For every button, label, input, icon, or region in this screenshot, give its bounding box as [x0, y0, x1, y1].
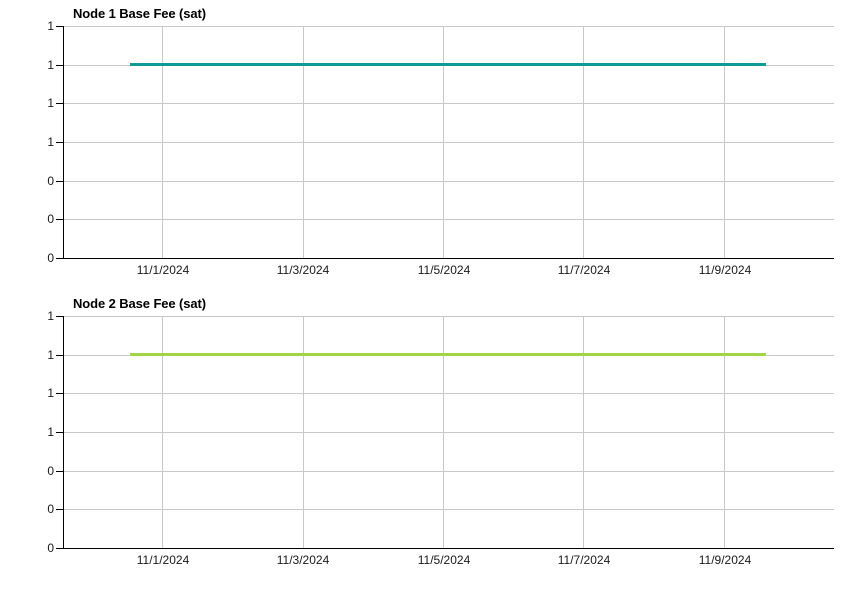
y-axis-label: 0 [47, 502, 54, 516]
y-axis-tick [56, 219, 64, 221]
gridline-vertical [724, 316, 725, 548]
x-axis-label: 11/9/2024 [698, 553, 752, 567]
gridline-vertical [162, 26, 163, 258]
y-axis-tick [56, 432, 64, 434]
y-axis-tick [56, 355, 64, 357]
y-axis-tick [56, 548, 64, 550]
chart-panel-node-2: Node 2 Base Fee (sat) 1 1 1 1 [0, 290, 860, 580]
x-axis-label: 11/1/2024 [136, 553, 190, 567]
y-axis-label: 0 [47, 464, 54, 478]
y-axis-label: 1 [47, 135, 54, 149]
plot-area-node-2 [64, 316, 834, 548]
chart-title-node-1: Node 1 Base Fee (sat) [73, 6, 207, 21]
y-axis-tick [56, 509, 64, 511]
gridline-vertical [583, 26, 584, 258]
chart-title-node-2: Node 2 Base Fee (sat) [73, 296, 207, 311]
gridline-vertical [303, 316, 304, 548]
x-axis-label: 11/7/2024 [557, 263, 611, 277]
x-axis-label: 11/5/2024 [417, 263, 471, 277]
chart-panel-node-1: Node 1 Base Fee (sat) 1 1 1 1 [0, 0, 860, 290]
y-axis-label: 1 [47, 348, 54, 362]
y-axis-label: 0 [47, 174, 54, 188]
gridline-horizontal [64, 142, 834, 143]
gridline-horizontal [64, 432, 834, 433]
y-axis-label: 1 [47, 58, 54, 72]
x-axis-label: 11/9/2024 [698, 263, 752, 277]
y-axis-label: 0 [47, 251, 54, 265]
y-axis-tick [56, 65, 64, 67]
y-axis-label: 0 [47, 541, 54, 555]
gridline-horizontal [64, 393, 834, 394]
gridline-horizontal [64, 26, 834, 27]
gridline-horizontal [64, 509, 834, 510]
y-axis-tick [56, 316, 64, 318]
x-axis-line [56, 258, 834, 260]
gridline-horizontal [64, 471, 834, 472]
gridline-horizontal [64, 316, 834, 317]
y-axis-label: 0 [47, 212, 54, 226]
y-axis-tick [56, 103, 64, 105]
y-axis-tick [56, 393, 64, 395]
x-axis-label: 11/1/2024 [136, 263, 190, 277]
y-axis-tick [56, 26, 64, 28]
gridline-vertical [443, 316, 444, 548]
gridline-vertical [724, 26, 725, 258]
y-axis-label: 1 [47, 96, 54, 110]
plot-area-node-1 [64, 26, 834, 258]
y-axis-tick [56, 471, 64, 473]
gridline-horizontal [64, 219, 834, 220]
gridline-vertical [443, 26, 444, 258]
x-axis-label: 11/3/2024 [276, 263, 330, 277]
gridline-vertical [303, 26, 304, 258]
y-axis-tick [56, 258, 64, 260]
x-axis-label: 11/5/2024 [417, 553, 471, 567]
y-axis-label: 1 [47, 19, 54, 33]
gridline-horizontal [64, 181, 834, 182]
y-axis-label: 1 [47, 309, 54, 323]
series-line-node-1 [130, 63, 766, 66]
y-axis-label: 1 [47, 386, 54, 400]
gridline-vertical [583, 316, 584, 548]
gridline-vertical [162, 316, 163, 548]
gridline-horizontal [64, 103, 834, 104]
x-axis-label: 11/3/2024 [276, 553, 330, 567]
y-axis-tick [56, 181, 64, 183]
x-axis-line [56, 548, 834, 550]
series-line-node-2 [130, 353, 766, 356]
y-axis-tick [56, 142, 64, 144]
y-axis-label: 1 [47, 425, 54, 439]
x-axis-label: 11/7/2024 [557, 553, 611, 567]
